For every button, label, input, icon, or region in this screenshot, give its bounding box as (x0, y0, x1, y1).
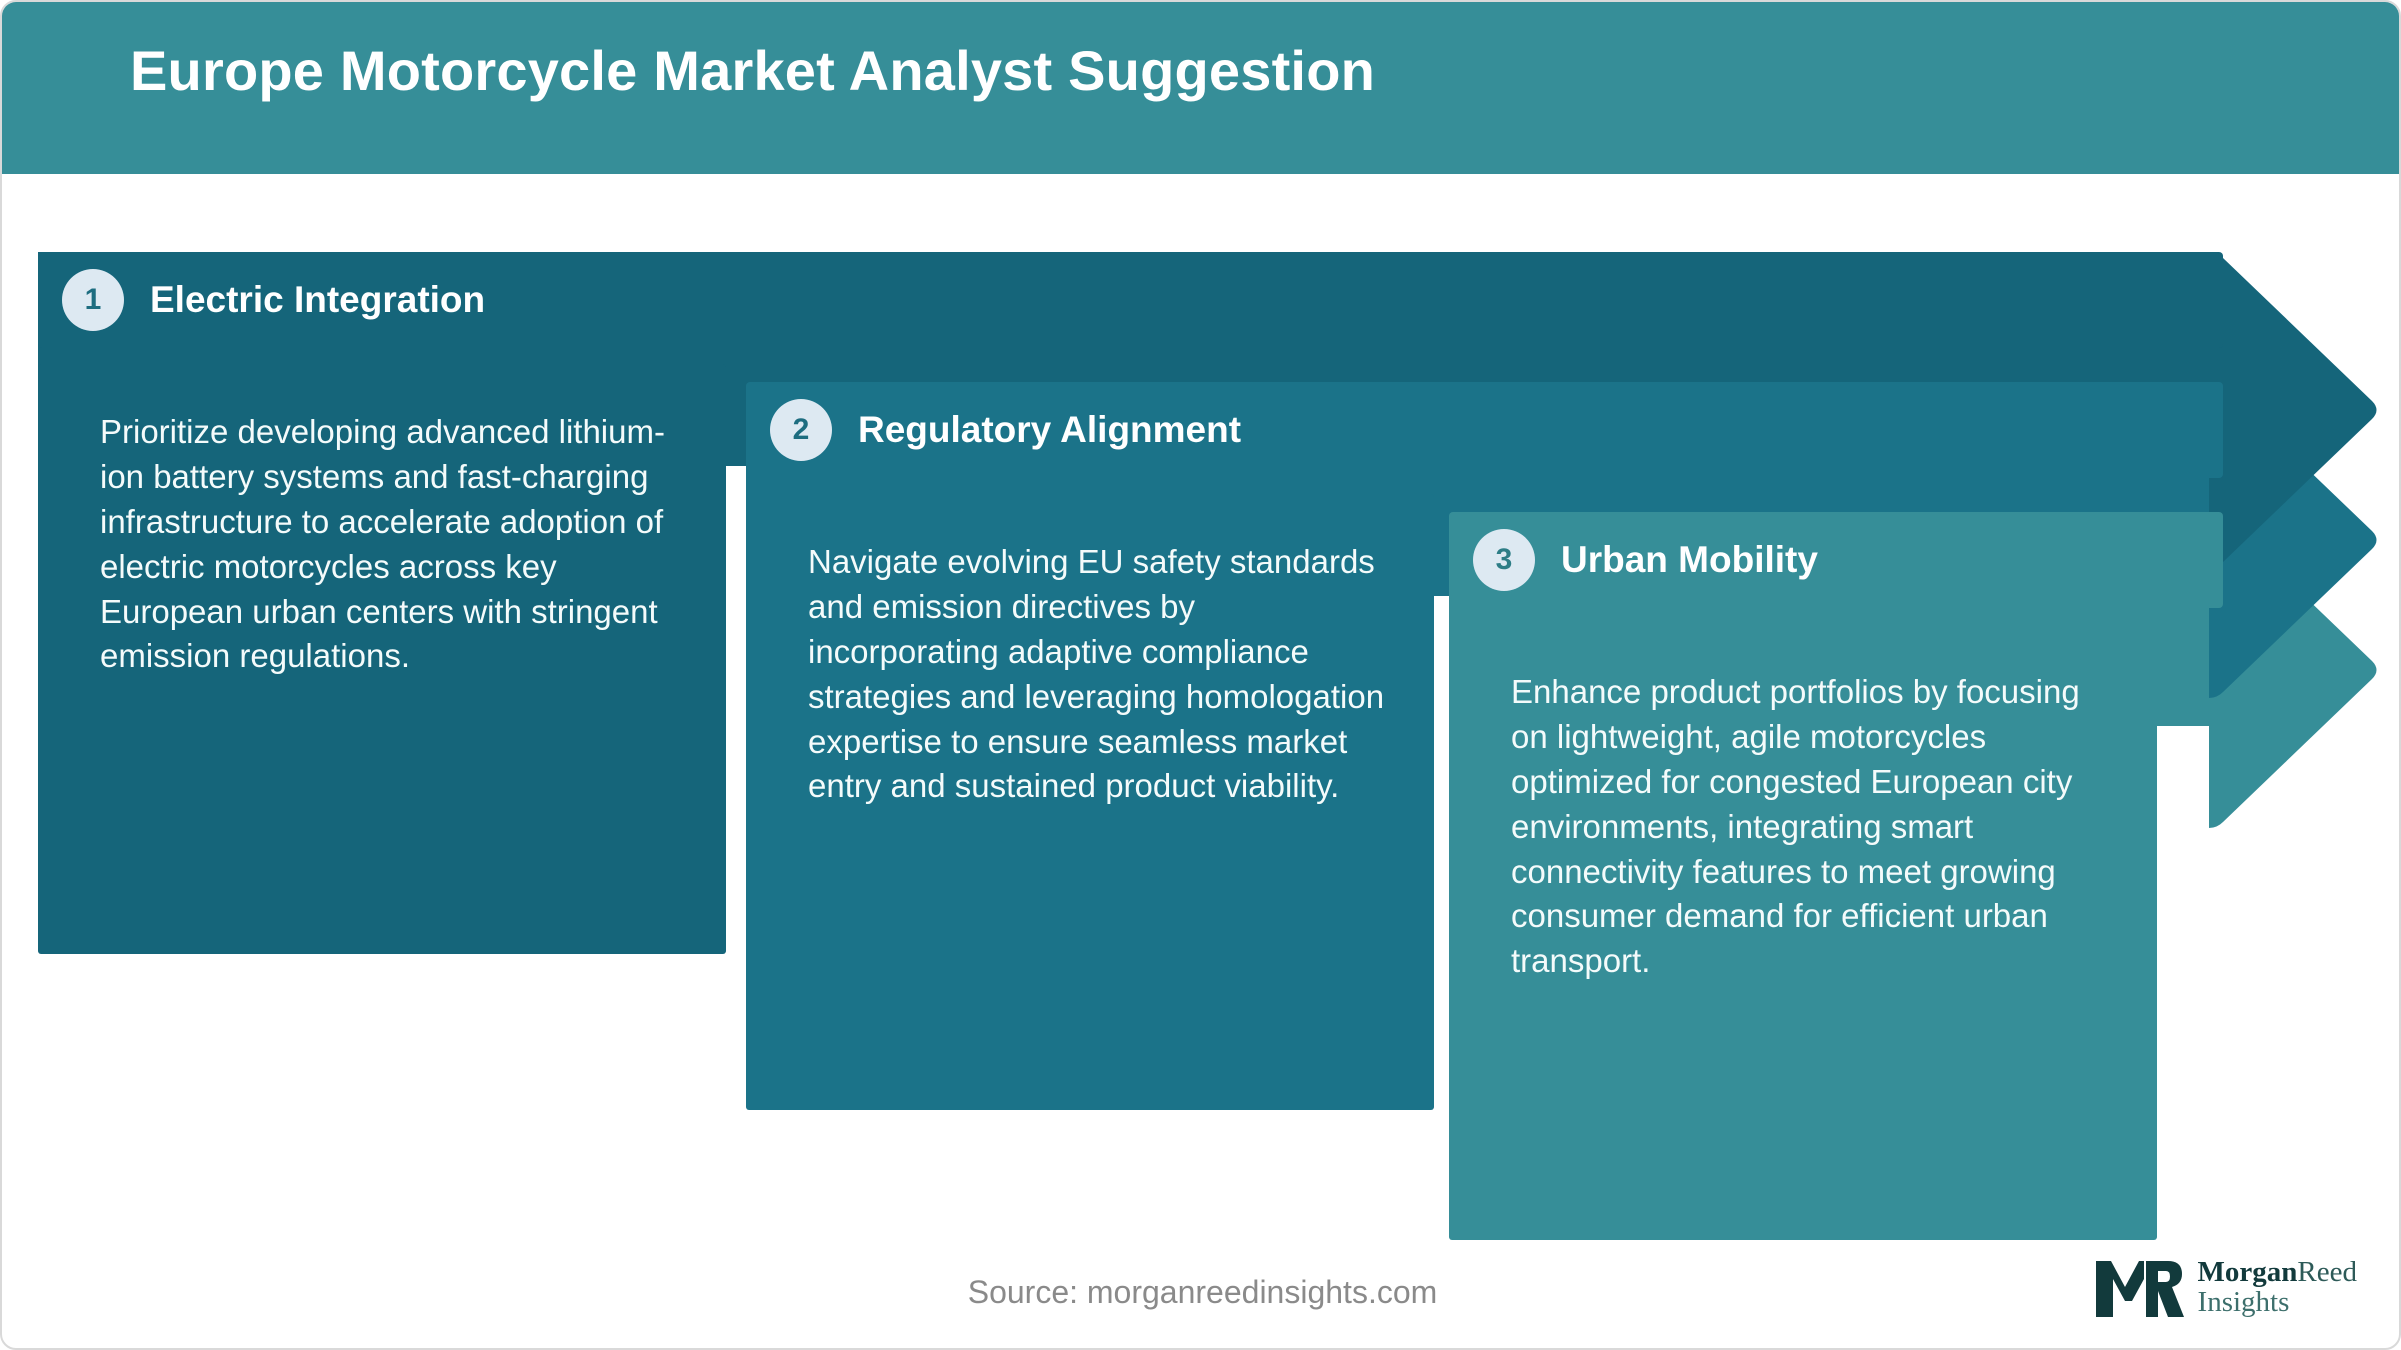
step-body-1: Prioritize developing advanced lithium-i… (38, 364, 726, 954)
page-header: Europe Motorcycle Market Analyst Suggest… (2, 2, 2399, 174)
step-band-3[interactable]: 3 Urban Mobility (1449, 512, 2223, 608)
step-body-2: Navigate evolving EU safety standards an… (746, 494, 1434, 1110)
step-body-text-3: Enhance product portfolios by focusing o… (1511, 673, 2080, 980)
arrow-stage: Prioritize developing advanced lithium-i… (2, 174, 2399, 1274)
step-body-text-1: Prioritize developing advanced lithium-i… (100, 413, 665, 675)
step-body-3: Enhance product portfolios by focusing o… (1449, 624, 2157, 1240)
page-title: Europe Motorcycle Market Analyst Suggest… (130, 39, 1376, 102)
step-band-2[interactable]: 2 Regulatory Alignment (746, 382, 2223, 478)
logo-morgan: Morgan (2197, 1256, 2298, 1289)
logo-line-morgan-reed: MorganReed (2198, 1258, 2357, 1288)
brand-logo: MorganReed Insights (2094, 1257, 2357, 1319)
step-number-badge-2: 2 (770, 399, 832, 461)
step-title-2: Regulatory Alignment (858, 409, 1242, 450)
step-number-badge-3: 3 (1473, 529, 1535, 591)
step-number-badge-1: 1 (62, 269, 124, 331)
step-title-3: Urban Mobility (1561, 539, 1818, 580)
step-title-1: Electric Integration (150, 279, 486, 320)
step-band-1[interactable]: 1 Electric Integration (38, 252, 2223, 348)
logo-reed: Reed (2297, 1256, 2357, 1289)
step-body-text-2: Navigate evolving EU safety standards an… (808, 543, 1385, 805)
logo-insights: Insights (2197, 1286, 2290, 1318)
source-caption: Source: morganreedinsights.com (967, 1274, 1438, 1310)
mr-monogram-icon (2095, 1261, 2184, 1317)
logo-wordmark: MorganReed Insights (2198, 1258, 2357, 1317)
